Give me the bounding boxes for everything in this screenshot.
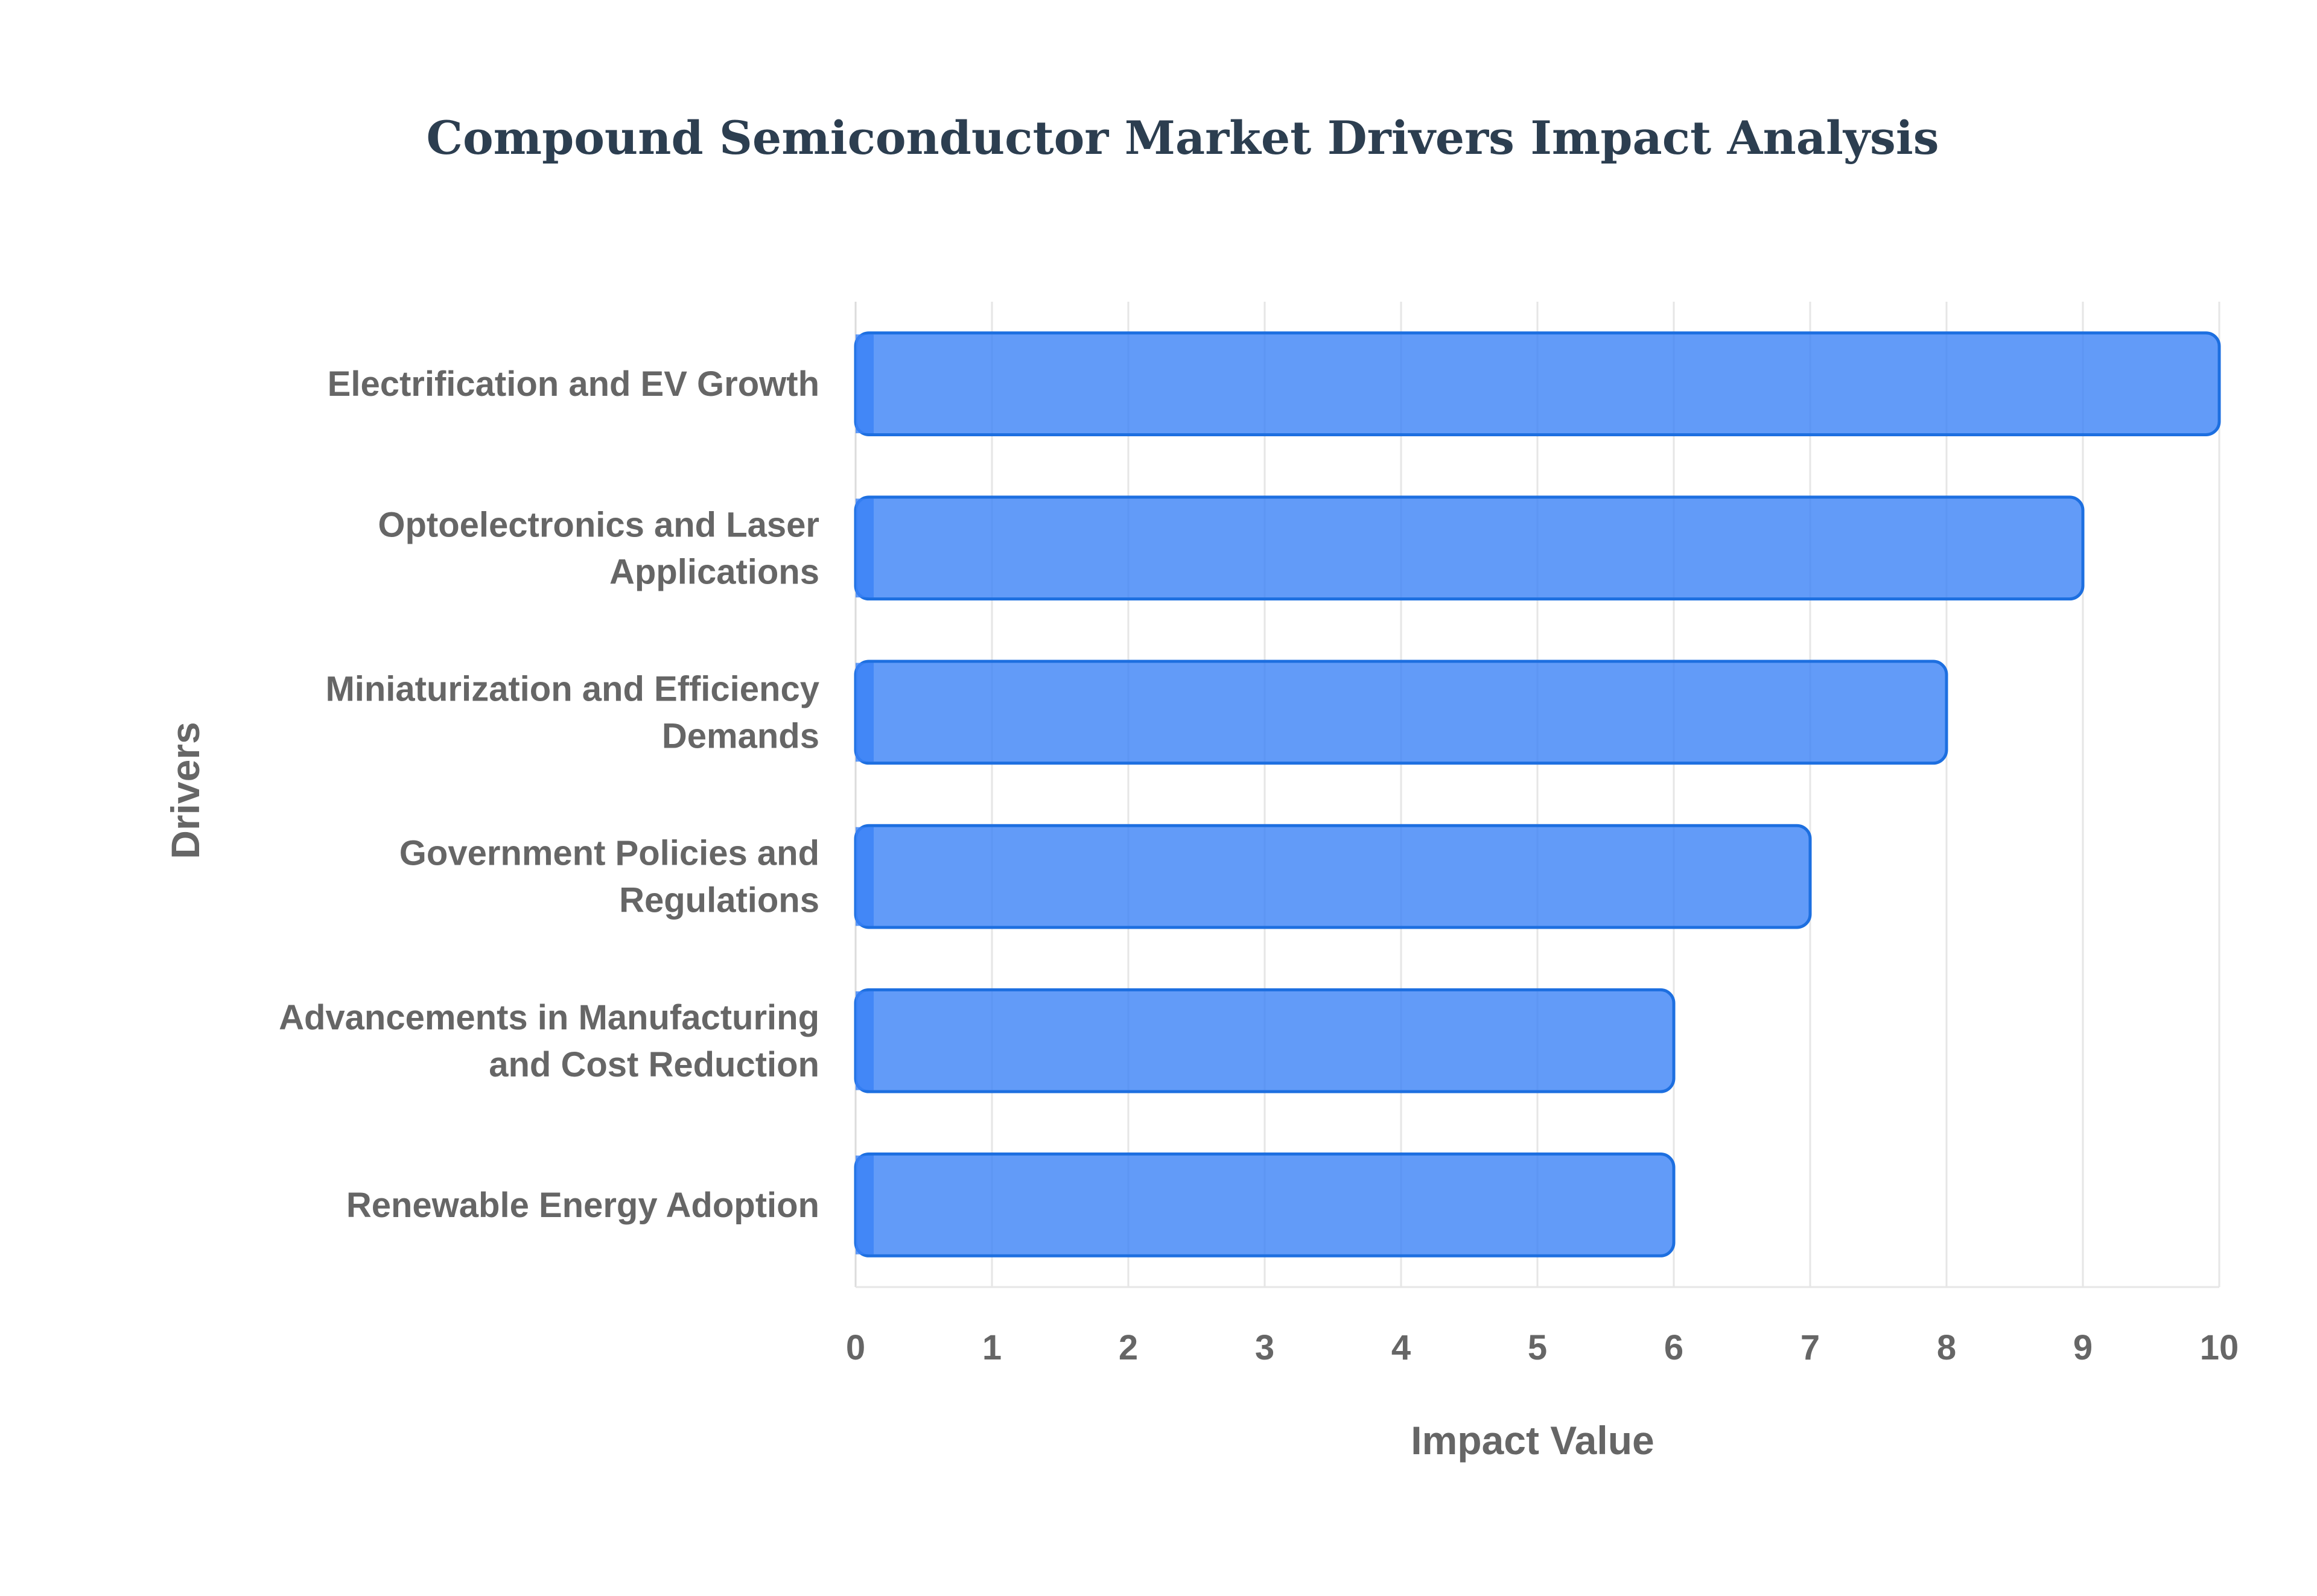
x-tick-label: 6	[1664, 1328, 1683, 1367]
category-label-line: Electrification and EV Growth	[328, 364, 819, 404]
x-tick-label: 2	[1119, 1328, 1138, 1367]
bar	[854, 1152, 1676, 1257]
y-axis-categories: Electrification and EV Growth Optoelectro…	[279, 364, 819, 1225]
bar	[854, 331, 2221, 436]
x-tick-label: 1	[982, 1328, 1002, 1367]
category-label-line: Regulations	[619, 881, 819, 920]
category-label: Renewable Energy Adoption	[346, 1186, 819, 1225]
bar	[854, 495, 2085, 601]
category-label: Electrification and EV Growth	[328, 364, 819, 404]
chart-title: Compound Semiconductor Market Drivers Im…	[427, 111, 1939, 165]
category-label-line: Miniaturization and Efficiency	[325, 669, 819, 708]
x-tick-label: 5	[1528, 1328, 1547, 1367]
grid	[854, 302, 2220, 1288]
x-tick-label: 4	[1391, 1328, 1411, 1367]
category-label-line: Demands	[662, 716, 819, 755]
x-tick-label: 8	[1937, 1328, 1956, 1367]
bar-edge	[856, 827, 874, 926]
bars	[854, 331, 2221, 1257]
x-axis-ticks: 0 1 2 3 4 5 6 7 8 9 10	[846, 1328, 2239, 1367]
category-label: Government Policies and Regulations	[399, 834, 819, 920]
bar-edge	[856, 991, 874, 1090]
category-label: Advancements in Manufacturing and Cost Re…	[279, 998, 819, 1084]
bar-edge	[856, 334, 874, 433]
x-tick-label: 10	[2200, 1328, 2239, 1367]
bar-edge	[856, 498, 874, 598]
bar	[854, 660, 1948, 765]
x-axis-title: Impact Value	[1411, 1418, 1654, 1463]
category-label-line: Renewable Energy Adoption	[346, 1186, 819, 1225]
category-label-line: Optoelectronics and Laser	[378, 505, 819, 544]
bar	[854, 824, 1812, 929]
x-tick-label: 9	[2073, 1328, 2093, 1367]
category-label-line: and Cost Reduction	[489, 1045, 819, 1084]
category-label-line: Applications	[609, 552, 819, 591]
bar	[854, 988, 1676, 1093]
bar-edge	[856, 1156, 874, 1254]
category-label: Miniaturization and Efficiency Demands	[325, 669, 819, 755]
category-label: Optoelectronics and Laser Applications	[378, 505, 819, 591]
x-tick-label: 7	[1801, 1328, 1820, 1367]
bar-edge	[856, 663, 874, 762]
x-tick-label: 3	[1255, 1328, 1274, 1367]
category-label-line: Advancements in Manufacturing	[279, 998, 819, 1037]
category-label-line: Government Policies and	[399, 834, 819, 873]
y-axis-title: Drivers	[163, 722, 208, 859]
x-tick-label: 0	[846, 1328, 865, 1367]
